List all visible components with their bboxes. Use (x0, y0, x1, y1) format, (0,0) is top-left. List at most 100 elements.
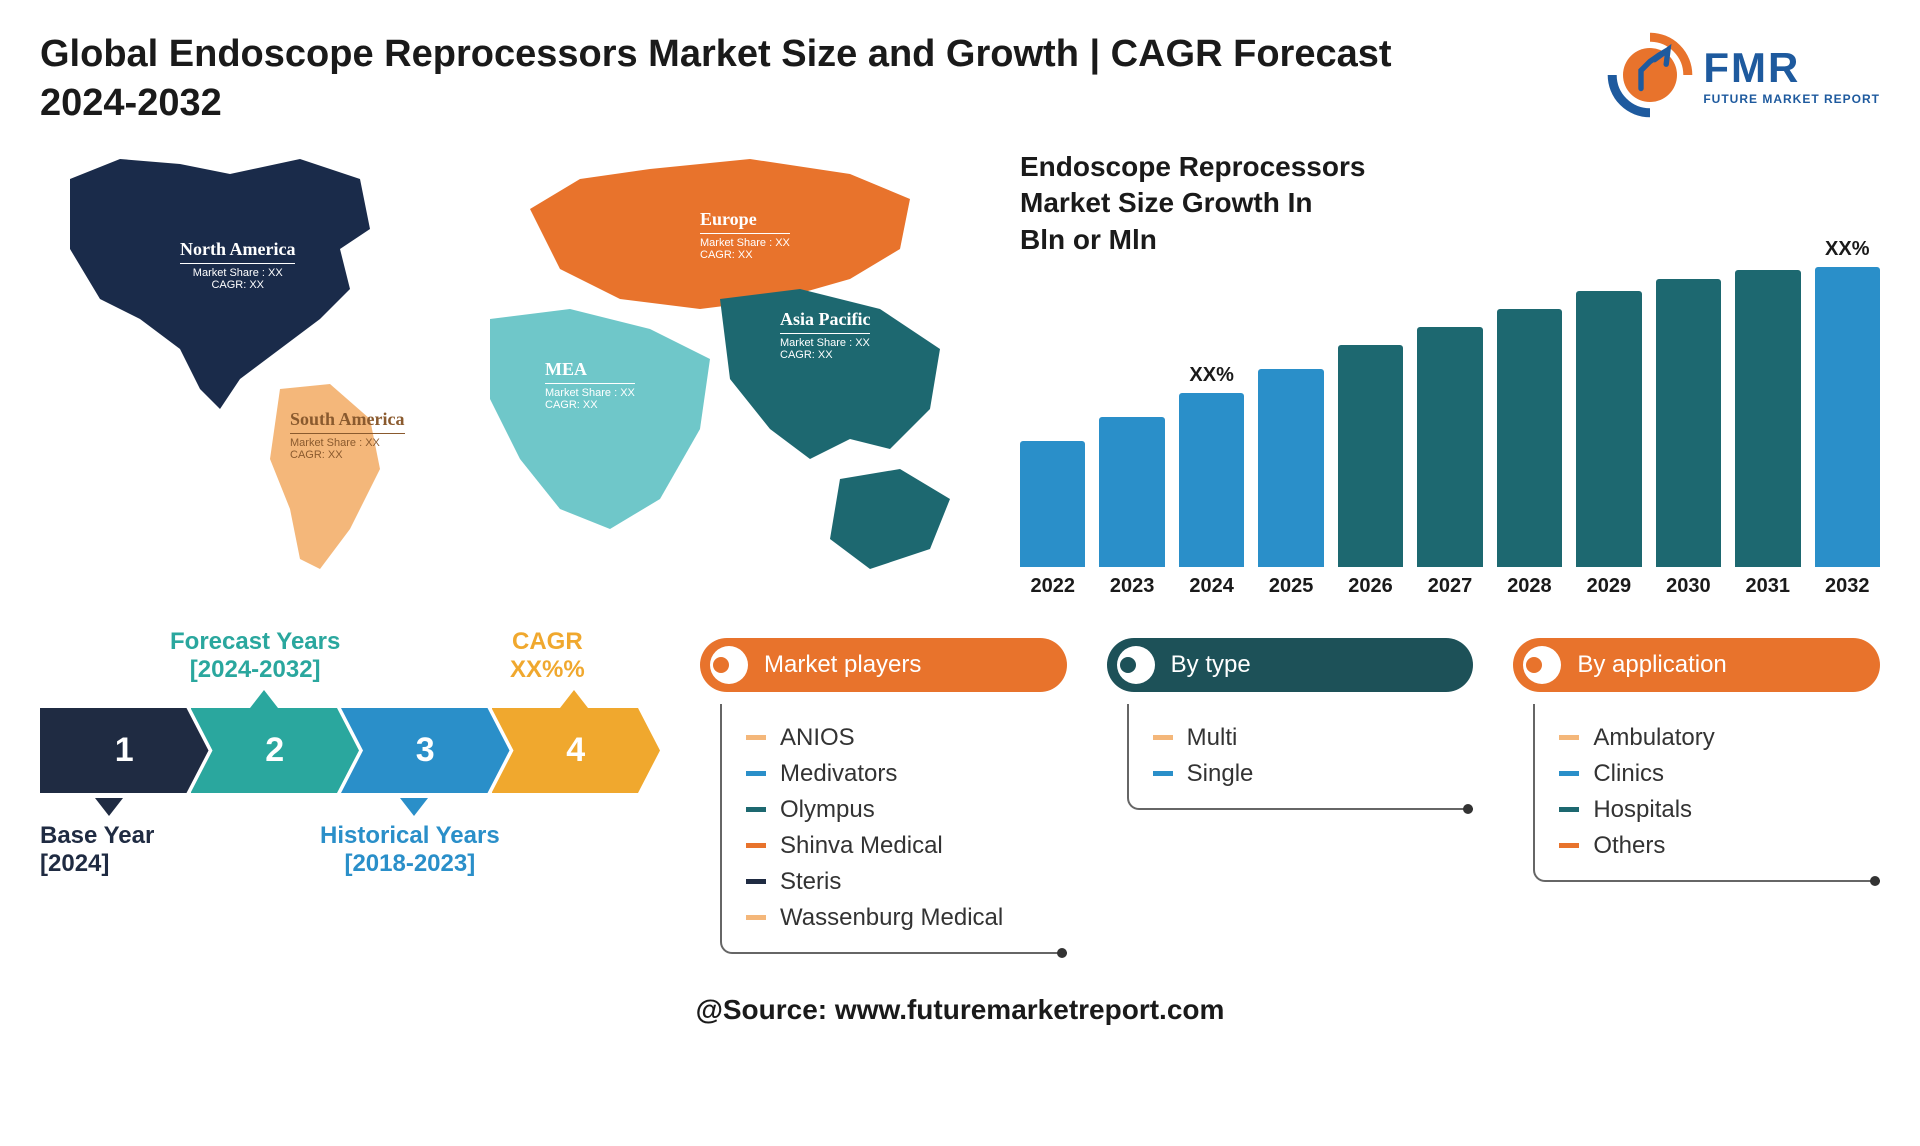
category-item-label: Wassenburg Medical (780, 904, 1003, 932)
category-item-dash-icon (746, 843, 766, 848)
category-list: Multi Single (1127, 704, 1474, 810)
category-item-label: ANIOS (780, 724, 855, 752)
category-item-label: Hospitals (1593, 796, 1692, 824)
bar-item: 2022 (1020, 441, 1085, 598)
bar (1417, 327, 1482, 567)
chevron-step: 4 (492, 708, 661, 793)
label-north-america: North America Market Share : XXCAGR: XX (180, 239, 295, 291)
label-europe: Europe Market Share : XXCAGR: XX (700, 209, 790, 261)
bar-year-label: 2030 (1666, 575, 1711, 598)
category-item: Olympus (746, 792, 1067, 828)
label-cagr: CAGRXX%% (510, 628, 585, 684)
timeline: Forecast Years[2024-2032] CAGRXX%% 1234 … (40, 638, 660, 954)
category-item: Hospitals (1559, 792, 1880, 828)
category-item-dash-icon (1559, 771, 1579, 776)
bar-year-label: 2032 (1825, 575, 1870, 598)
marker-historical (400, 798, 428, 816)
category-header: Market players (700, 638, 1067, 692)
bar (1179, 393, 1244, 567)
category-item: Ambulatory (1559, 720, 1880, 756)
category-item-label: Shinva Medical (780, 832, 943, 860)
category-bullet-icon (1523, 646, 1561, 684)
bar (1099, 417, 1164, 567)
bar-item: 2029 (1576, 291, 1641, 598)
chart-title: Endoscope Reprocessors Market Size Growt… (1020, 149, 1880, 258)
bar-year-label: 2026 (1348, 575, 1393, 598)
region-mea (450, 299, 730, 539)
label-south-america: South America Market Share : XXCAGR: XX (290, 409, 405, 461)
label-asia-pacific: Asia Pacific Market Share : XXCAGR: XX (780, 309, 870, 361)
bar (1735, 270, 1800, 567)
chevron-step: 2 (191, 708, 360, 793)
fmr-logo-icon (1605, 30, 1695, 120)
bar-year-label: 2022 (1030, 575, 1075, 598)
category-item: Wassenburg Medical (746, 900, 1067, 936)
category-item-dash-icon (1559, 807, 1579, 812)
category: By type Multi Single (1107, 638, 1474, 954)
bar (1338, 345, 1403, 567)
category-item-dash-icon (746, 915, 766, 920)
category-bullet-icon (710, 646, 748, 684)
category: Market players ANIOS Medivators Olympus Shin… (700, 638, 1067, 954)
category-header-label: By application (1577, 651, 1726, 679)
logo-main-text: FMR (1703, 44, 1880, 92)
category-item-dash-icon (746, 735, 766, 740)
bar-year-label: 2028 (1507, 575, 1552, 598)
category-header: By application (1513, 638, 1880, 692)
label-historical: Historical Years[2018-2023] (320, 822, 500, 878)
category-header: By type (1107, 638, 1474, 692)
bar-year-label: 2023 (1110, 575, 1155, 598)
chevron-bar: 1234 (40, 708, 660, 793)
bar (1258, 369, 1323, 567)
category-item-label: Medivators (780, 760, 897, 788)
category-item-dash-icon (1559, 735, 1579, 740)
bar (1576, 291, 1641, 567)
marker-forecast (250, 690, 278, 708)
category-item-label: Multi (1187, 724, 1238, 752)
category-item: Steris (746, 864, 1067, 900)
category-item-label: Others (1593, 832, 1665, 860)
world-map: North America Market Share : XXCAGR: XX … (40, 149, 990, 579)
bar-item: 2028 (1497, 309, 1562, 598)
bar (1020, 441, 1085, 567)
header: Global Endoscope Reprocessors Market Siz… (40, 30, 1880, 129)
category-item-label: Single (1187, 760, 1254, 788)
page-title: Global Endoscope Reprocessors Market Siz… (40, 30, 1490, 129)
category-item-label: Ambulatory (1593, 724, 1714, 752)
chevron-step: 1 (40, 708, 209, 793)
marker-cagr (560, 690, 588, 708)
bar-item: XX%2024 (1179, 364, 1244, 598)
category-item: Clinics (1559, 756, 1880, 792)
bar-year-label: 2024 (1189, 575, 1234, 598)
bars-container: 20222023XX%20242025202620272028202920302… (1020, 278, 1880, 598)
category-item: Others (1559, 828, 1880, 864)
source-text: @Source: www.futuremarketreport.com (40, 994, 1880, 1026)
category-item-dash-icon (1153, 771, 1173, 776)
bar-year-label: 2025 (1269, 575, 1314, 598)
bar (1815, 267, 1880, 567)
category-item-dash-icon (1153, 735, 1173, 740)
bar-year-label: 2031 (1746, 575, 1791, 598)
category-item-label: Clinics (1593, 760, 1664, 788)
category-item: Single (1153, 756, 1474, 792)
bar (1497, 309, 1562, 567)
category-header-label: Market players (764, 651, 921, 679)
logo: FMR FUTURE MARKET REPORT (1605, 30, 1880, 120)
bar-item: 2030 (1656, 279, 1721, 598)
bar-item: 2026 (1338, 345, 1403, 598)
logo-sub-text: FUTURE MARKET REPORT (1703, 92, 1880, 106)
category-item-dash-icon (746, 807, 766, 812)
bar-annotation: XX% (1825, 238, 1869, 261)
category-item-dash-icon (1559, 843, 1579, 848)
category-item: Shinva Medical (746, 828, 1067, 864)
category-item-dash-icon (746, 771, 766, 776)
bar-chart: Endoscope Reprocessors Market Size Growt… (1020, 149, 1880, 598)
category-item-label: Steris (780, 868, 841, 896)
category-item: ANIOS (746, 720, 1067, 756)
category-list: Ambulatory Clinics Hospitals Others (1533, 704, 1880, 882)
label-forecast: Forecast Years[2024-2032] (170, 628, 340, 684)
label-base: Base Year[2024] (40, 822, 154, 878)
category-item: Multi (1153, 720, 1474, 756)
bar (1656, 279, 1721, 567)
chevron-step: 3 (341, 708, 510, 793)
